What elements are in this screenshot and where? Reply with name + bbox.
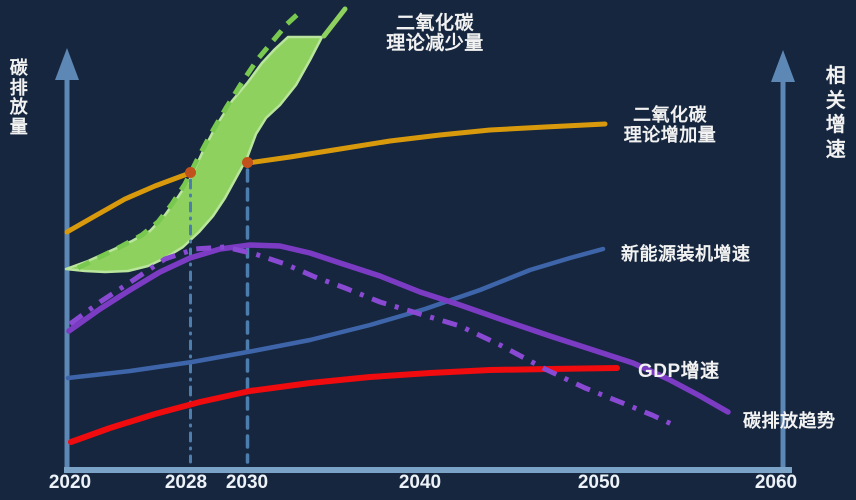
carbon-trend-dashdot-curve (68, 244, 680, 430)
carbon-trend-label: 碳排放趋势 (743, 411, 836, 431)
peak-dot-2028 (185, 167, 196, 178)
gdp-label: GDP增速 (638, 361, 720, 382)
peak-dot-2030 (242, 157, 253, 168)
carbon-trend-solid-curve (66, 242, 731, 415)
co2-reduction-label: 二氧化碳 理论减少量 (386, 13, 484, 54)
x-axis-ticks: 2020 2028 2030 2040 2050 2060 (0, 472, 856, 498)
co2-reduction-area (64, 35, 324, 274)
x-tick-2060: 2060 (754, 472, 798, 493)
x-tick-2030: 2030 (225, 472, 269, 493)
x-tick-2040: 2040 (398, 472, 442, 493)
gdp-curve (68, 365, 620, 445)
y-axis-right-arrowhead (771, 50, 795, 82)
new-energy-label: 新能源装机增速 (621, 244, 751, 264)
y-axis-right-label: 相 关 增 速 (825, 65, 847, 161)
x-tick-2050: 2050 (577, 472, 621, 493)
y-axis-left-label: 碳 排 放 量 (9, 58, 29, 137)
co2-increase-label: 二氧化碳 理论增加量 (623, 105, 717, 145)
co2-increase-curve (64, 121, 608, 235)
co2-reduction-dashed-line (76, 11, 301, 271)
x-tick-2020: 2020 (48, 472, 92, 493)
y-axis-right (771, 50, 795, 472)
x-tick-2028: 2028 (164, 472, 208, 493)
y-axis-left-arrowhead (55, 48, 79, 80)
y-axis-left (55, 48, 79, 472)
co2-reduction-tip-line (321, 6, 348, 39)
new-energy-curve (65, 246, 606, 381)
